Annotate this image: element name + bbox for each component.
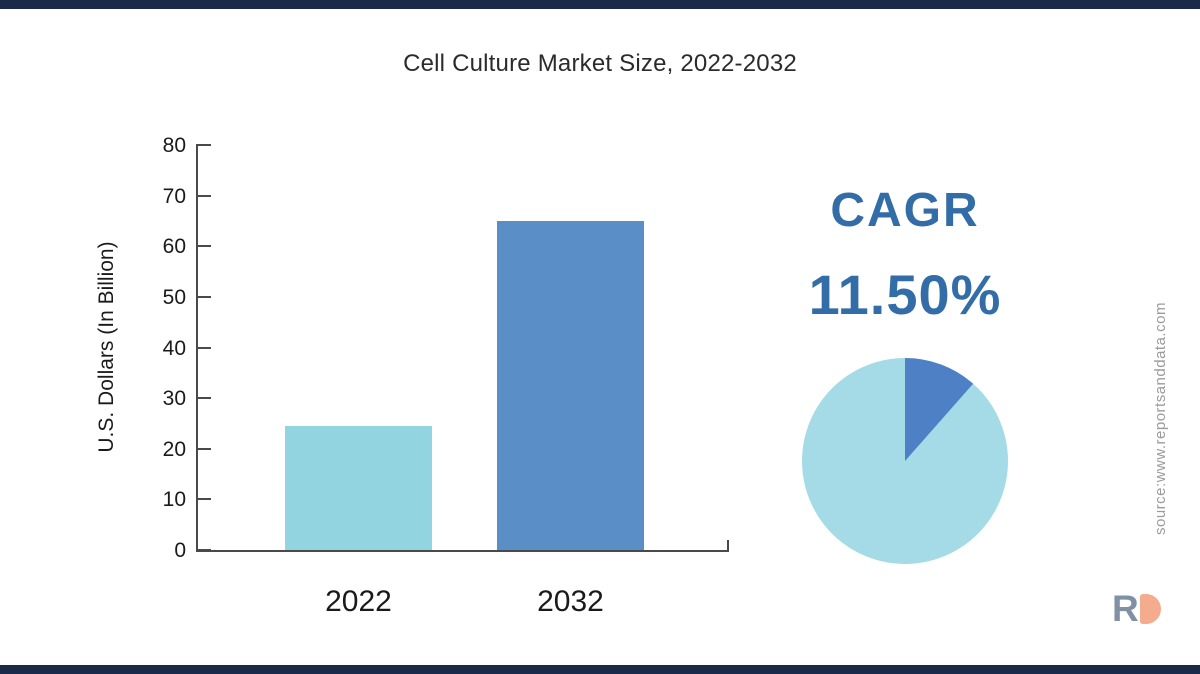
bar-2022 xyxy=(285,426,432,550)
y-tick-label: 50 xyxy=(162,285,186,309)
y-tick-mark xyxy=(198,144,211,146)
brand-logo: R xyxy=(1112,590,1161,627)
pie-cagr-slice xyxy=(905,358,974,461)
y-tick-label: 20 xyxy=(162,437,186,461)
y-tick-mark xyxy=(198,447,211,450)
y-tick-label: 80 xyxy=(162,134,186,157)
bottom-brand-strip xyxy=(0,665,1200,674)
y-tick-mark xyxy=(198,245,211,248)
cagr-label: CAGR xyxy=(830,184,980,237)
cagr-value: 11.50% xyxy=(808,263,1002,326)
y-axis-title: U.S. Dollars (In Billion) xyxy=(95,241,118,453)
logo-d-icon xyxy=(1139,593,1161,624)
x-axis-label-2022: 2022 xyxy=(325,585,392,618)
y-tick-mark xyxy=(198,346,211,349)
logo-letter-r: R xyxy=(1112,588,1139,629)
top-brand-strip xyxy=(0,0,1200,9)
y-tick-label: 30 xyxy=(162,387,186,411)
y-tick-label: 10 xyxy=(162,488,186,512)
y-tick-label: 70 xyxy=(162,184,186,208)
y-tick-mark xyxy=(198,295,211,298)
x-axis-label-2032: 2032 xyxy=(537,585,604,618)
y-tick-label: 60 xyxy=(162,235,186,259)
y-tick-label: 40 xyxy=(162,336,186,360)
bar-2032 xyxy=(497,220,644,550)
y-tick-mark xyxy=(198,194,211,197)
x-axis-line xyxy=(196,550,729,552)
source-attribution: source:www.reportsanddata.com xyxy=(1152,302,1169,535)
y-tick-mark xyxy=(198,397,211,400)
y-tick-label: 0 xyxy=(174,539,186,562)
y-tick-mark xyxy=(198,498,211,501)
y-axis-line xyxy=(196,144,198,552)
x-axis-end-tick xyxy=(727,540,729,550)
y-tick-mark xyxy=(198,549,211,551)
chart-title: Cell Culture Market Size, 2022-2032 xyxy=(403,50,797,77)
pie-chart xyxy=(800,355,1010,567)
